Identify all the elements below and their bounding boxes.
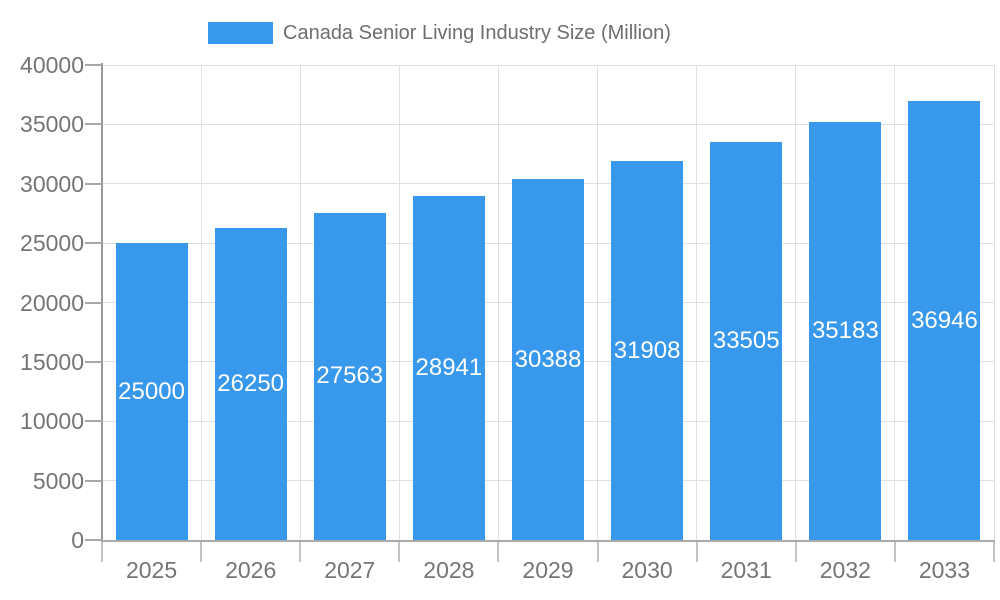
y-axis-tick xyxy=(85,360,102,363)
x-axis-tick xyxy=(893,542,896,562)
bar-2030 xyxy=(611,161,684,540)
bar-2032 xyxy=(809,122,882,540)
vertical-gridline xyxy=(795,65,797,540)
vertical-gridline xyxy=(993,65,995,540)
y-axis-tick xyxy=(85,479,102,482)
x-tick-label: 2025 xyxy=(125,557,178,583)
x-axis-tick xyxy=(200,542,203,562)
bar-value-label: 36946 xyxy=(911,306,978,334)
vertical-gridline xyxy=(894,65,896,540)
y-tick-label: 25000 xyxy=(20,230,84,257)
vertical-gridline xyxy=(497,65,499,540)
y-tick-label: 10000 xyxy=(20,408,84,435)
y-axis-tick xyxy=(85,420,102,423)
x-tick-label: 2026 xyxy=(225,557,277,583)
bar-value-label: 26250 xyxy=(217,370,285,398)
bar-2031 xyxy=(710,142,783,540)
y-tick-label: 0 xyxy=(71,527,84,553)
horizontal-gridline xyxy=(102,64,994,66)
x-tick-label: 2032 xyxy=(819,557,871,583)
y-tick-label: 20000 xyxy=(20,289,84,316)
y-tick-label: 5000 xyxy=(32,467,84,494)
vertical-gridline xyxy=(200,65,202,540)
bar-2029 xyxy=(512,179,584,540)
vertical-gridline xyxy=(597,65,599,540)
x-axis-tick xyxy=(794,542,797,562)
x-tick-label: 2033 xyxy=(918,557,971,583)
bar-value-label: 27563 xyxy=(316,362,384,390)
legend-item[interactable]: Canada Senior Living Industry Size (Mill… xyxy=(208,21,671,45)
y-axis-tick xyxy=(85,242,102,245)
horizontal-gridline xyxy=(102,123,994,125)
y-tick-label: 15000 xyxy=(20,348,84,375)
bar-value-label: 35183 xyxy=(811,317,879,345)
legend-swatch-icon xyxy=(208,22,273,44)
x-axis-tick xyxy=(299,542,302,562)
x-axis-tick xyxy=(101,542,103,562)
y-tick-label: 40000 xyxy=(20,52,84,78)
y-tick-label: 35000 xyxy=(20,111,84,138)
x-axis-tick xyxy=(695,542,698,562)
bar-value-label: 28941 xyxy=(415,354,483,382)
bar-2025 xyxy=(115,243,188,540)
y-axis-tick xyxy=(85,64,102,66)
bar-2026 xyxy=(214,228,287,540)
legend-label: Canada Senior Living Industry Size (Mill… xyxy=(283,22,671,44)
vertical-gridline xyxy=(696,65,698,540)
bar-value-label: 25000 xyxy=(118,377,185,405)
x-tick-label: 2029 xyxy=(522,557,574,583)
y-tick-label: 30000 xyxy=(20,170,84,197)
x-tick-label: 2027 xyxy=(324,557,376,583)
x-tick-label: 2030 xyxy=(621,557,673,583)
bar-2033 xyxy=(908,101,981,540)
y-axis-tick xyxy=(85,182,102,185)
bar-value-label: 33505 xyxy=(712,327,780,355)
y-axis-line xyxy=(101,63,103,542)
y-axis-tick xyxy=(85,301,102,304)
x-axis-line xyxy=(102,540,995,542)
x-axis-tick xyxy=(993,542,995,562)
x-axis-tick xyxy=(596,542,599,562)
x-axis-tick xyxy=(398,542,401,562)
y-axis-tick xyxy=(85,539,102,541)
y-axis-tick xyxy=(85,123,102,126)
vertical-gridline xyxy=(398,65,400,540)
x-axis-tick xyxy=(497,542,500,562)
bar-value-label: 30388 xyxy=(514,345,582,373)
x-tick-label: 2031 xyxy=(720,557,772,583)
bar-2028 xyxy=(412,196,485,540)
x-tick-label: 2028 xyxy=(423,557,475,583)
bar-value-label: 31908 xyxy=(613,336,681,364)
vertical-gridline xyxy=(299,65,301,540)
bar-2027 xyxy=(313,212,386,540)
